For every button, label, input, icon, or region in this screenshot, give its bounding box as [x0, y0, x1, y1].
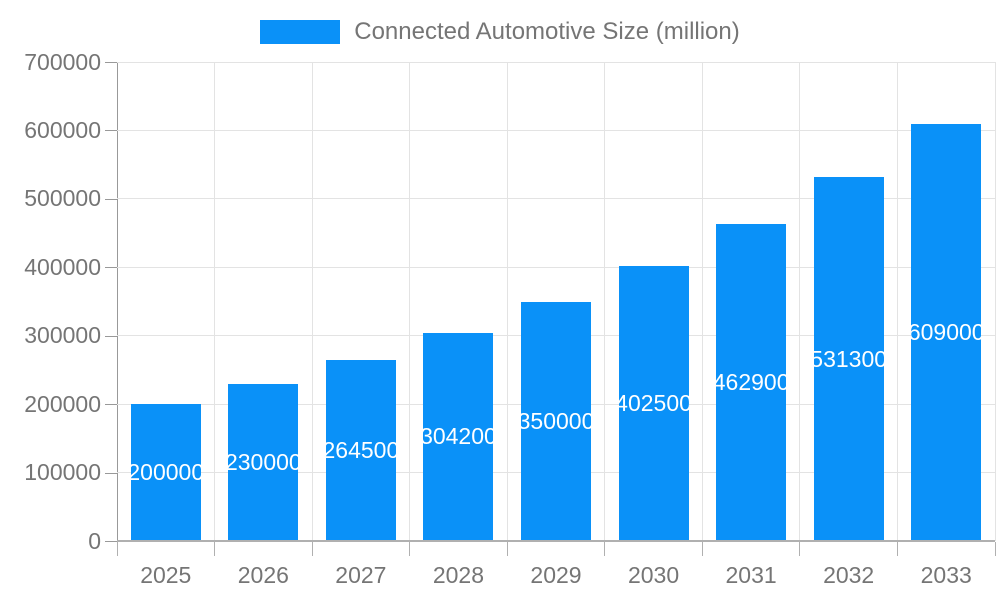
x-tick: [214, 542, 216, 556]
gridline-v: [214, 62, 216, 541]
x-tick: [604, 542, 606, 556]
x-tick-label: 2025: [140, 562, 192, 588]
y-tick: [105, 404, 117, 406]
x-tick-label: 2029: [530, 562, 582, 588]
gridline-h: [117, 129, 995, 131]
y-tick-label: 100000: [24, 459, 101, 486]
x-tick: [409, 542, 411, 556]
bar: [228, 383, 299, 541]
y-tick-label: 700000: [24, 48, 101, 75]
y-tick-label: 600000: [24, 116, 101, 143]
y-tick: [105, 472, 117, 474]
bar-value-label: 609000: [911, 319, 982, 346]
bar-value-label: 304200: [423, 423, 494, 450]
legend-label: Connected Automotive Size (million): [354, 18, 740, 45]
bar: [716, 224, 787, 541]
bar-value-label: 402500: [618, 389, 689, 416]
bar-value-label: 200000: [130, 459, 201, 486]
gridline-h: [117, 198, 995, 200]
bar-value-label: 531300: [813, 345, 884, 372]
x-tick-label: 2033: [920, 562, 972, 588]
bar-value-label: 264500: [325, 436, 396, 463]
bar: [423, 332, 494, 541]
bar: [521, 301, 591, 541]
y-tick-label: 500000: [24, 185, 101, 212]
y-tick: [105, 541, 117, 542]
gridline-v: [896, 62, 898, 541]
x-tick-label: 2031: [725, 562, 777, 588]
y-tick-label: 0: [88, 527, 101, 554]
bar-value-label: 350000: [521, 407, 591, 434]
gridline-v: [994, 62, 996, 541]
x-tick-label: 2026: [237, 562, 289, 588]
x-axis-line: [117, 540, 995, 542]
x-tick: [994, 542, 996, 556]
x-tick-label: 2027: [335, 562, 387, 588]
y-tick-label: 200000: [24, 390, 101, 417]
y-axis-line: [117, 62, 118, 555]
bar: [813, 177, 884, 541]
gridline-v: [311, 62, 313, 541]
x-tick-label: 2032: [823, 562, 875, 588]
legend: Connected Automotive Size (million): [0, 18, 1000, 46]
y-tick: [105, 130, 117, 132]
legend-swatch: [260, 20, 341, 44]
plot-area: 200000 230000 264500 304200 350000 402500 4629…: [117, 61, 996, 541]
x-tick: [116, 542, 118, 556]
gridline-v: [604, 62, 606, 541]
gridline-v: [799, 62, 801, 541]
gridline-v: [701, 62, 703, 541]
bar-value-label: 462900: [716, 369, 787, 396]
bar: [325, 360, 396, 541]
bar: [911, 124, 982, 541]
x-tick: [506, 542, 508, 556]
x-tick: [799, 542, 801, 556]
y-tick: [105, 62, 117, 63]
gridline-h: [117, 61, 995, 63]
x-tick: [311, 542, 313, 556]
gridline-h: [117, 266, 995, 268]
x-tick-label: 2028: [432, 562, 485, 588]
gridline-v: [506, 62, 508, 541]
bar: [130, 404, 201, 541]
y-tick-label: 300000: [24, 322, 101, 349]
y-tick: [105, 335, 117, 337]
bar-value-label: 230000: [228, 448, 299, 475]
x-tick-label: 2030: [627, 562, 680, 588]
y-tick: [105, 198, 117, 200]
x-tick: [896, 542, 898, 556]
y-tick-label: 400000: [24, 253, 101, 280]
y-tick: [105, 267, 117, 269]
bar: [618, 265, 689, 541]
gridline-v: [409, 62, 411, 541]
x-tick: [701, 542, 703, 556]
